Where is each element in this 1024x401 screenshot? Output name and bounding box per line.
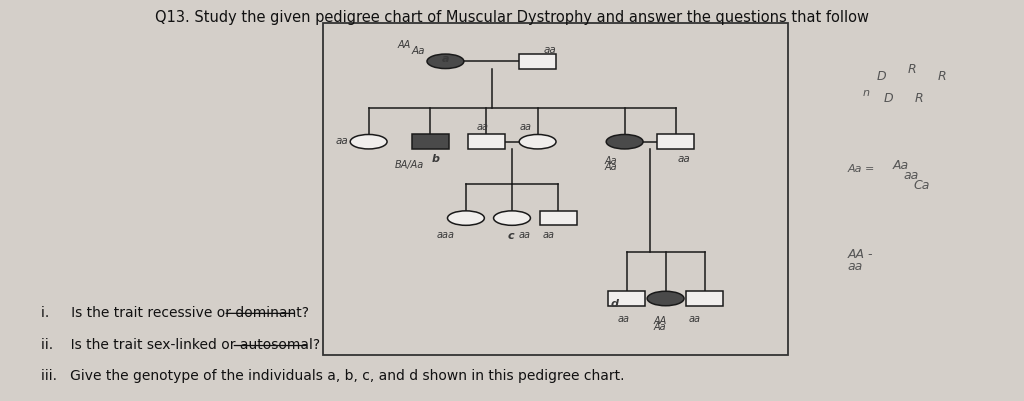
Text: aa: aa xyxy=(544,45,556,55)
Text: d: d xyxy=(610,298,618,308)
Circle shape xyxy=(447,211,484,226)
Circle shape xyxy=(350,135,387,150)
Text: AA: AA xyxy=(397,40,411,50)
Text: D: D xyxy=(884,91,893,104)
Bar xyxy=(519,55,556,69)
Text: b: b xyxy=(432,153,440,163)
Circle shape xyxy=(519,135,556,150)
Circle shape xyxy=(494,211,530,226)
Text: aa: aa xyxy=(518,229,530,239)
Bar xyxy=(323,24,788,355)
Text: Aa: Aa xyxy=(604,156,616,166)
Text: aa: aa xyxy=(336,135,348,145)
Text: Aa: Aa xyxy=(604,162,616,172)
Text: aa: aa xyxy=(688,313,700,323)
Text: iii.   Give the genotype of the individuals a, b, c, and d shown in this pedigre: iii. Give the genotype of the individual… xyxy=(41,368,625,382)
Bar xyxy=(468,135,505,150)
Text: Aa: Aa xyxy=(893,159,909,172)
Circle shape xyxy=(647,292,684,306)
Text: n: n xyxy=(862,87,869,97)
Text: ii.    Is the trait sex-linked or autosomal?: ii. Is the trait sex-linked or autosomal… xyxy=(41,337,321,351)
Text: Q13. Study the given pedigree chart of Muscular Dystrophy and answer the questio: Q13. Study the given pedigree chart of M… xyxy=(155,10,869,25)
Text: c: c xyxy=(508,231,514,241)
Text: aa: aa xyxy=(903,169,919,182)
Text: D: D xyxy=(877,70,886,83)
Circle shape xyxy=(427,55,464,69)
Text: aa: aa xyxy=(476,122,488,132)
Bar xyxy=(412,135,449,150)
Text: aa: aa xyxy=(617,313,630,323)
Text: aa: aa xyxy=(678,154,690,164)
Text: AA -: AA - xyxy=(848,248,873,261)
Text: R: R xyxy=(914,91,923,104)
Text: R: R xyxy=(938,70,946,83)
Text: Aa =: Aa = xyxy=(848,163,876,173)
Text: Aa: Aa xyxy=(653,322,666,332)
Bar xyxy=(686,292,723,306)
Text: aa: aa xyxy=(519,122,531,132)
Text: Ca: Ca xyxy=(913,179,930,192)
Bar xyxy=(657,135,694,150)
Text: aa: aa xyxy=(543,229,555,239)
Text: BA/Aa: BA/Aa xyxy=(394,160,424,170)
Bar xyxy=(608,292,645,306)
Text: AA: AA xyxy=(653,316,667,326)
Text: aa: aa xyxy=(848,260,863,273)
Text: aaa: aaa xyxy=(436,229,455,239)
Circle shape xyxy=(606,135,643,150)
Text: i.     Is the trait recessive or dominant?: i. Is the trait recessive or dominant? xyxy=(41,305,309,319)
Text: R: R xyxy=(907,63,915,75)
Text: a: a xyxy=(441,54,449,64)
Text: Aa: Aa xyxy=(412,46,425,56)
Bar xyxy=(540,211,577,226)
